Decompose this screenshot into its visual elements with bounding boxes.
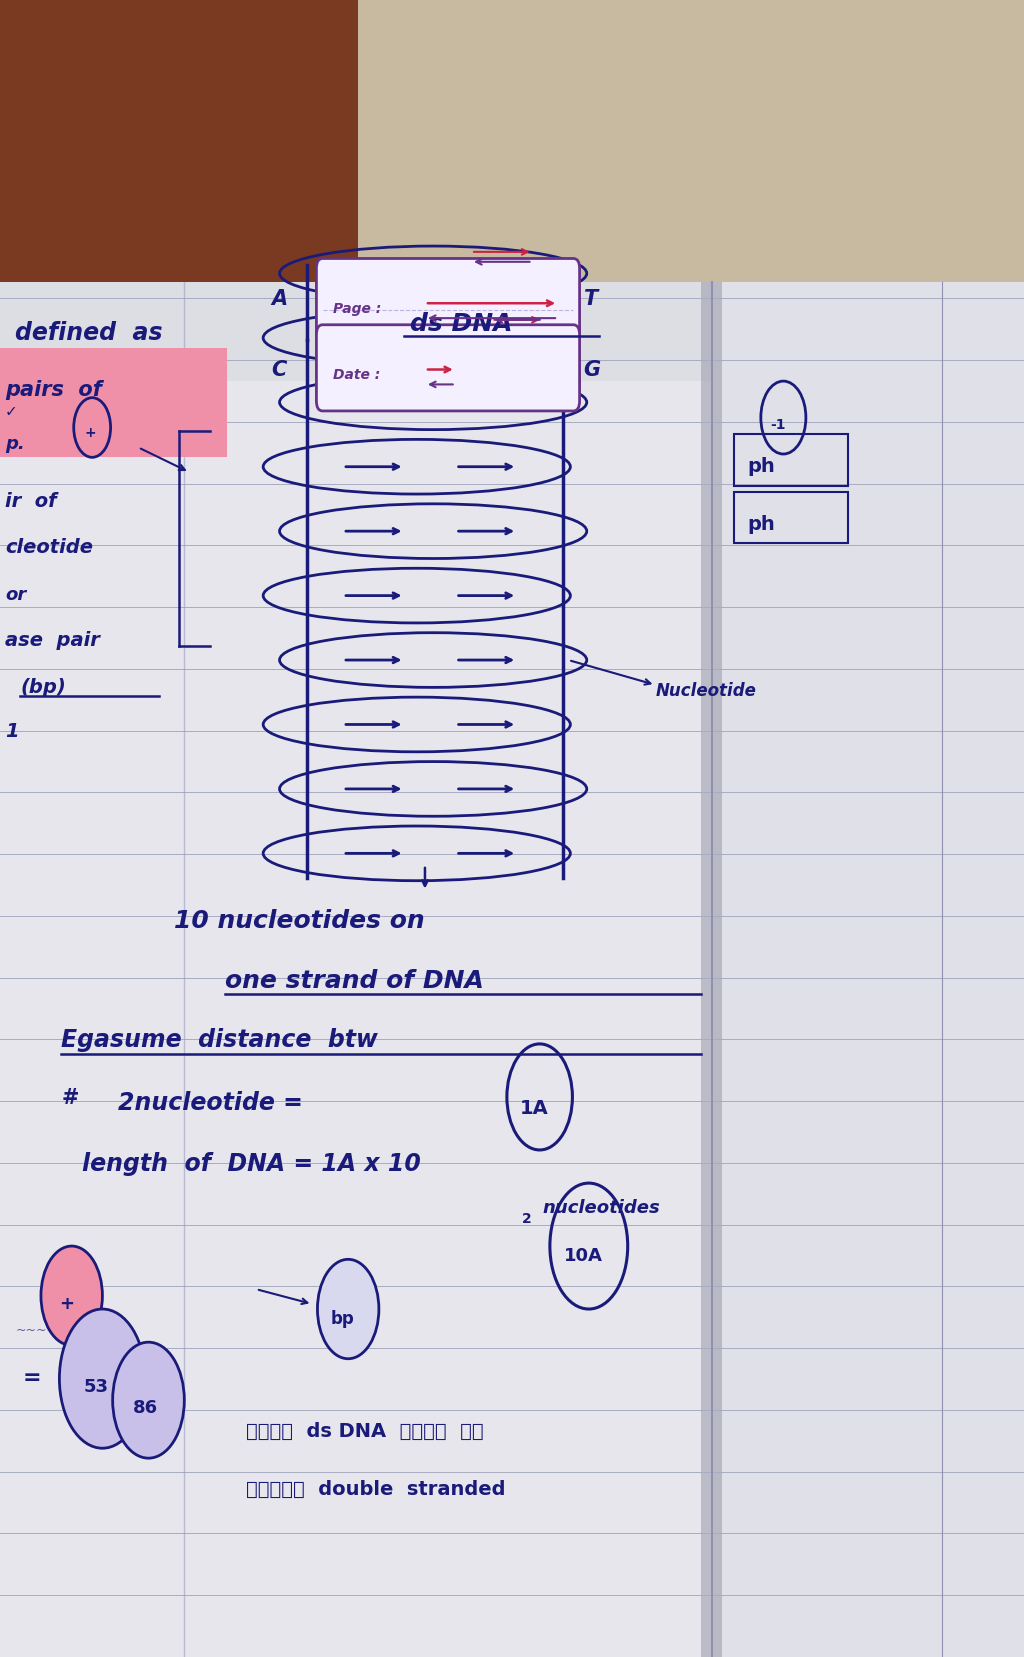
- Text: ir  of: ir of: [5, 492, 56, 510]
- Text: +: +: [59, 1296, 75, 1312]
- Text: 86: 86: [133, 1400, 159, 1417]
- Text: #: #: [61, 1087, 79, 1107]
- FancyBboxPatch shape: [712, 282, 1024, 1657]
- Text: ~~~~~~~~: ~~~~~~~~: [15, 1324, 99, 1337]
- Text: one strand of DNA: one strand of DNA: [225, 969, 484, 993]
- Circle shape: [59, 1309, 145, 1448]
- FancyBboxPatch shape: [0, 0, 358, 298]
- Text: ase  pair: ase pair: [5, 631, 100, 650]
- Text: cleotide: cleotide: [5, 539, 93, 557]
- Text: Egasume  distance  btw: Egasume distance btw: [61, 1029, 378, 1052]
- Text: G: G: [584, 360, 601, 379]
- Text: 1: 1: [5, 722, 18, 741]
- Text: यसलिए  double  stranded: यसलिए double stranded: [246, 1480, 505, 1498]
- FancyBboxPatch shape: [358, 0, 1024, 298]
- Text: 53: 53: [84, 1379, 109, 1395]
- Text: ✓: ✓: [5, 404, 17, 419]
- Text: 10A: 10A: [564, 1248, 603, 1264]
- Text: bp: bp: [331, 1311, 354, 1327]
- Text: 2: 2: [522, 1211, 532, 1226]
- Text: defined  as: defined as: [15, 321, 163, 345]
- FancyBboxPatch shape: [0, 282, 712, 381]
- Text: ds DNA: ds DNA: [410, 313, 512, 336]
- Text: =: =: [23, 1367, 41, 1387]
- Text: Date :: Date :: [333, 368, 380, 383]
- Text: 2nucleotide =: 2nucleotide =: [118, 1092, 311, 1115]
- Text: Page :: Page :: [333, 302, 381, 316]
- Text: length  of  DNA = 1A x 10: length of DNA = 1A x 10: [82, 1153, 421, 1176]
- Circle shape: [41, 1246, 102, 1345]
- FancyBboxPatch shape: [701, 282, 722, 1657]
- Text: A: A: [271, 288, 288, 308]
- Circle shape: [113, 1342, 184, 1458]
- Text: T: T: [584, 288, 598, 308]
- FancyBboxPatch shape: [0, 282, 712, 1657]
- Text: C: C: [271, 360, 287, 379]
- Text: or: or: [5, 587, 27, 603]
- Text: ph: ph: [748, 515, 775, 534]
- FancyBboxPatch shape: [316, 258, 580, 345]
- Text: nucleotides: nucleotides: [543, 1200, 660, 1216]
- Text: 1A: 1A: [520, 1099, 549, 1117]
- FancyBboxPatch shape: [316, 325, 580, 411]
- FancyBboxPatch shape: [0, 348, 227, 404]
- Text: pairs  of: pairs of: [5, 379, 102, 399]
- Text: यसम्  ds DNA  नहीं  है: यसम् ds DNA नहीं है: [246, 1422, 483, 1440]
- FancyBboxPatch shape: [0, 401, 227, 457]
- Text: ph: ph: [748, 457, 775, 476]
- Text: +: +: [85, 426, 96, 441]
- Text: 10 nucleotides on: 10 nucleotides on: [174, 910, 425, 933]
- Text: -1: -1: [770, 418, 785, 432]
- Circle shape: [317, 1259, 379, 1359]
- Text: (bp): (bp): [20, 678, 67, 696]
- Text: Nucleotide: Nucleotide: [655, 683, 757, 701]
- Text: p.: p.: [5, 436, 25, 452]
